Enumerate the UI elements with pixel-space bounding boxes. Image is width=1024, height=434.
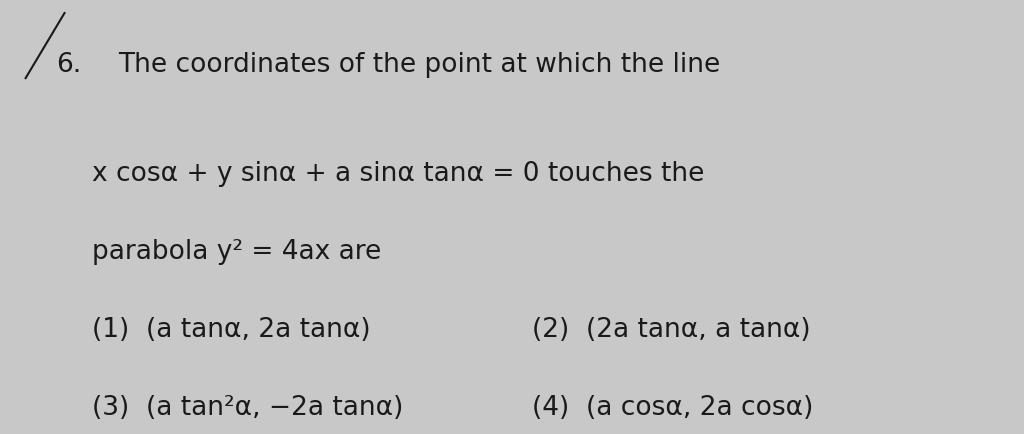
Text: 6.: 6. xyxy=(56,52,82,78)
Text: (3)  (a tan²α, −2a tanα): (3) (a tan²α, −2a tanα) xyxy=(92,395,403,421)
Text: parabola y² = 4ax are: parabola y² = 4ax are xyxy=(92,239,381,265)
Text: x cosα + y sinα + a sinα tanα = 0 touches the: x cosα + y sinα + a sinα tanα = 0 touche… xyxy=(92,161,705,187)
Text: (1)  (a tanα, 2a tanα): (1) (a tanα, 2a tanα) xyxy=(92,317,371,343)
Text: The coordinates of the point at which the line: The coordinates of the point at which th… xyxy=(118,52,720,78)
Text: (2)  (2a tanα, a tanα): (2) (2a tanα, a tanα) xyxy=(532,317,811,343)
Text: (4)  (a cosα, 2a cosα): (4) (a cosα, 2a cosα) xyxy=(532,395,814,421)
